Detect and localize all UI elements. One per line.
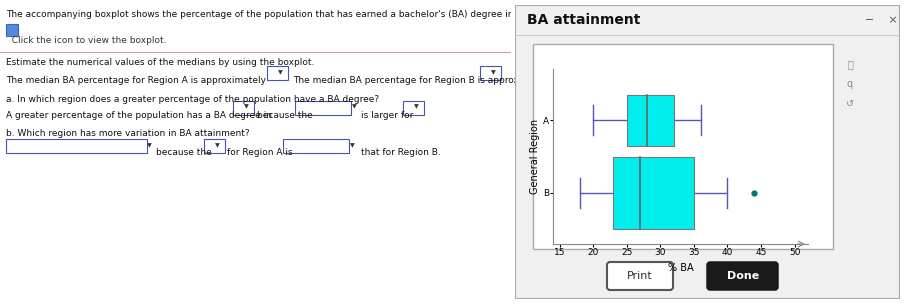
Text: ▼: ▼ [491,71,496,75]
Text: because the: because the [257,111,312,120]
FancyBboxPatch shape [5,23,17,36]
Bar [627,95,674,146]
X-axis label: % BA: % BA [668,263,693,273]
Text: q: q [847,79,853,89]
FancyBboxPatch shape [707,262,778,290]
FancyBboxPatch shape [295,101,351,115]
Text: Estimate the numerical values of the medians by using the boxplot.: Estimate the numerical values of the med… [6,58,314,67]
Text: 🔍: 🔍 [847,59,853,69]
Text: ▼: ▼ [244,105,249,109]
Text: ▼: ▼ [147,143,152,148]
FancyBboxPatch shape [267,65,289,80]
Text: ↺: ↺ [846,99,854,109]
Text: is larger for: is larger for [361,111,414,120]
Text: because the: because the [157,148,212,157]
Text: The accompanying boxplot shows the percentage of the population that has earned : The accompanying boxplot shows the perce… [6,10,905,19]
FancyBboxPatch shape [607,262,673,290]
Text: The median BA percentage for Region A is approximately: The median BA percentage for Region A is… [6,76,266,85]
FancyBboxPatch shape [204,139,225,153]
Text: ▼: ▼ [349,143,354,148]
FancyBboxPatch shape [233,101,254,115]
Bar [614,157,694,229]
Text: −    ×: − × [865,15,898,25]
FancyBboxPatch shape [515,5,900,299]
FancyBboxPatch shape [283,139,349,153]
Y-axis label: General Region: General Region [530,119,540,194]
Text: a. In which region does a greater percentage of the population have a BA degree?: a. In which region does a greater percen… [6,95,379,104]
Text: Print: Print [627,271,653,281]
Text: for Region A is: for Region A is [226,148,292,157]
Text: Done: Done [727,271,759,281]
FancyBboxPatch shape [533,44,833,249]
Text: that for Region B.: that for Region B. [361,148,441,157]
Text: Click the icon to view the boxplot.: Click the icon to view the boxplot. [6,36,167,45]
FancyBboxPatch shape [480,65,500,80]
Text: ▼: ▼ [351,105,357,109]
Text: ▼: ▼ [279,71,283,75]
Text: ▼: ▼ [215,143,220,148]
FancyBboxPatch shape [5,139,147,153]
FancyBboxPatch shape [403,101,424,115]
Text: ▼: ▼ [414,105,418,109]
Text: BA attainment: BA attainment [527,13,641,27]
Text: b. Which region has more variation in BA attainment?: b. Which region has more variation in BA… [6,129,250,138]
Text: A greater percentage of the population has a BA degree in: A greater percentage of the population h… [6,111,272,120]
Text: The median BA percentage for Region B is approximately: The median BA percentage for Region B is… [292,76,553,85]
